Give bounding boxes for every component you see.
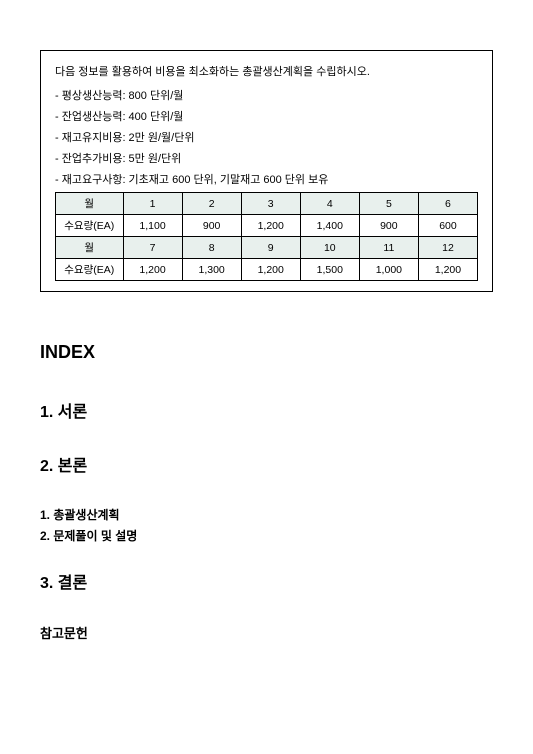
problem-title: 다음 정보를 활용하여 비용을 최소화하는 총괄생산계획을 수립하시오. — [55, 63, 478, 79]
table-row: 월 7 8 9 10 11 12 — [56, 237, 478, 259]
month-header: 5 — [359, 193, 418, 215]
subsection-1: 1. 총괄생산계획 — [40, 506, 493, 523]
section-intro: 1. 서론 — [40, 398, 493, 422]
index-title: INDEX — [40, 342, 493, 363]
month-header: 8 — [182, 237, 241, 259]
problem-box: 다음 정보를 활용하여 비용을 최소화하는 총괄생산계획을 수립하시오. - 평… — [40, 50, 493, 292]
month-header: 12 — [418, 237, 477, 259]
bullet-5: - 재고요구사항: 기초재고 600 단위, 기말재고 600 단위 보유 — [55, 171, 478, 187]
demand-label-1: 수요량(EA) — [56, 215, 124, 237]
bullet-4: - 잔업추가비용: 5만 원/단위 — [55, 150, 478, 166]
demand-cell: 900 — [182, 215, 241, 237]
month-header: 6 — [418, 193, 477, 215]
bullet-1: - 평상생산능력: 800 단위/월 — [55, 87, 478, 103]
section-references: 참고문헌 — [40, 623, 493, 642]
subsection-2: 2. 문제풀이 및 설명 — [40, 527, 493, 544]
month-label-1: 월 — [56, 193, 124, 215]
demand-cell: 600 — [418, 215, 477, 237]
month-header: 9 — [241, 237, 300, 259]
section-body: 2. 본론 — [40, 452, 493, 476]
demand-cell: 900 — [359, 215, 418, 237]
demand-cell: 1,500 — [300, 259, 359, 281]
section-conclusion: 3. 결론 — [40, 569, 493, 593]
table-row: 수요량(EA) 1,100 900 1,200 1,400 900 600 — [56, 215, 478, 237]
table-row: 수요량(EA) 1,200 1,300 1,200 1,500 1,000 1,… — [56, 259, 478, 281]
demand-cell: 1,400 — [300, 215, 359, 237]
month-header: 10 — [300, 237, 359, 259]
demand-cell: 1,100 — [123, 215, 182, 237]
month-header: 4 — [300, 193, 359, 215]
demand-cell: 1,200 — [418, 259, 477, 281]
demand-cell: 1,200 — [241, 215, 300, 237]
bullet-2: - 잔업생산능력: 400 단위/월 — [55, 108, 478, 124]
demand-cell: 1,200 — [241, 259, 300, 281]
table-row: 월 1 2 3 4 5 6 — [56, 193, 478, 215]
demand-label-2: 수요량(EA) — [56, 259, 124, 281]
month-header: 3 — [241, 193, 300, 215]
demand-table: 월 1 2 3 4 5 6 수요량(EA) 1,100 900 1,200 1,… — [55, 192, 478, 281]
demand-cell: 1,000 — [359, 259, 418, 281]
month-header: 1 — [123, 193, 182, 215]
month-header: 11 — [359, 237, 418, 259]
subsection-group: 1. 총괄생산계획 2. 문제풀이 및 설명 — [40, 506, 493, 544]
demand-cell: 1,300 — [182, 259, 241, 281]
bullet-3: - 재고유지비용: 2만 원/월/단위 — [55, 129, 478, 145]
month-header: 2 — [182, 193, 241, 215]
month-header: 7 — [123, 237, 182, 259]
month-label-2: 월 — [56, 237, 124, 259]
demand-cell: 1,200 — [123, 259, 182, 281]
